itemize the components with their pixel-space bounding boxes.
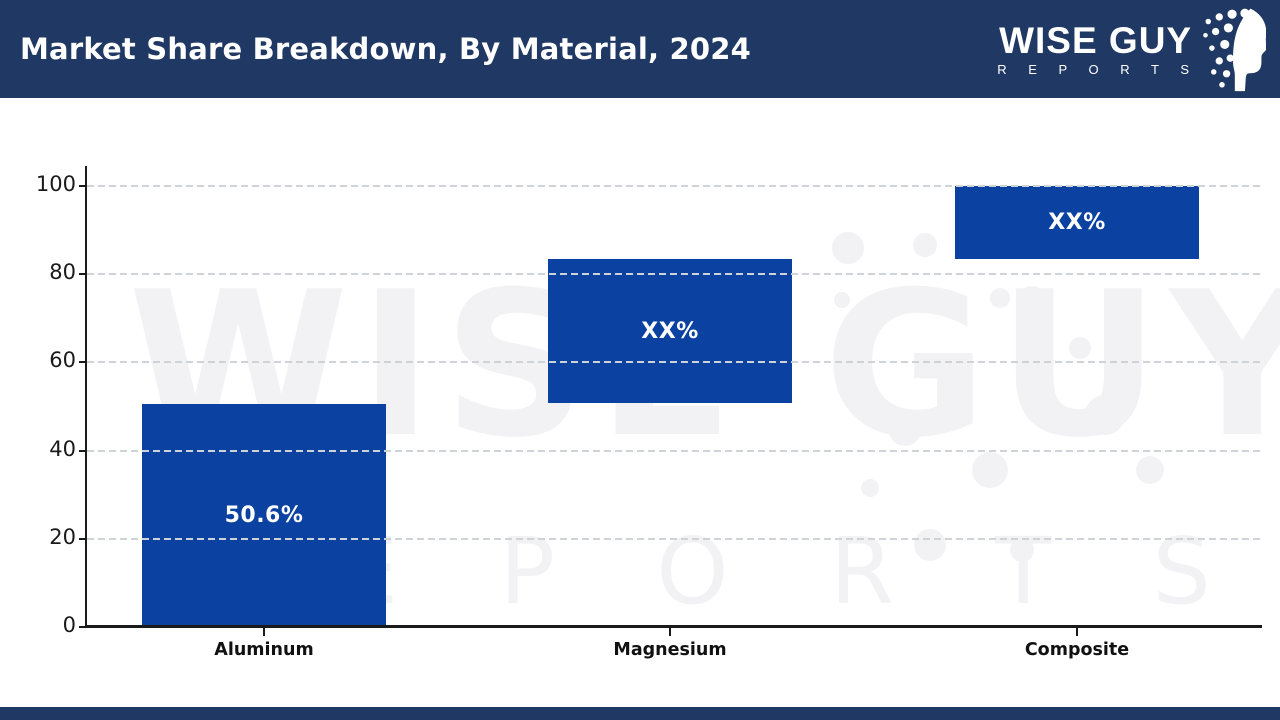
y-tick-label: 40 bbox=[49, 436, 76, 461]
watermark-dot bbox=[832, 232, 864, 264]
y-axis-line bbox=[85, 166, 87, 628]
watermark-dot bbox=[990, 288, 1010, 308]
y-tick-mark bbox=[79, 185, 87, 187]
y-tick-mark bbox=[79, 626, 87, 628]
gridline bbox=[87, 185, 1262, 187]
x-tick-mark bbox=[1076, 628, 1078, 636]
y-tick-label: 100 bbox=[35, 172, 76, 196]
watermark-dot bbox=[834, 292, 850, 308]
bar-magnesium: XX% bbox=[548, 259, 792, 404]
wiseguy-head-icon bbox=[1203, 8, 1266, 92]
watermark-dot bbox=[972, 452, 1008, 488]
gridline bbox=[87, 361, 1262, 364]
gridline bbox=[87, 449, 1262, 452]
watermark-dot bbox=[1010, 538, 1034, 562]
bar-value-label: 50.6% bbox=[224, 502, 304, 528]
y-tick-label: 60 bbox=[49, 348, 76, 373]
x-axis-label-composite: Composite bbox=[1024, 640, 1130, 660]
y-tick-mark bbox=[79, 449, 87, 452]
x-tick-mark bbox=[263, 628, 265, 636]
bar-value-label: XX% bbox=[1048, 209, 1106, 235]
watermark-dot bbox=[914, 529, 946, 561]
x-tick-mark bbox=[669, 628, 671, 636]
watermark-dot bbox=[913, 233, 937, 257]
watermark-dot bbox=[1085, 395, 1125, 435]
logo-reports-label: R E P O R T S bbox=[997, 61, 1198, 77]
y-tick-mark bbox=[79, 273, 87, 276]
watermark-dot bbox=[1018, 286, 1046, 314]
y-tick-mark bbox=[79, 537, 87, 540]
footer-bar bbox=[0, 707, 1280, 720]
bar-aluminum: 50.6% bbox=[142, 403, 386, 627]
bar-composite: XX% bbox=[955, 186, 1199, 259]
logo-wordmark: WISE GUY bbox=[999, 19, 1193, 61]
bar-value-label: XX% bbox=[641, 318, 699, 344]
header-bar: Market Share Breakdown, By Material, 202… bbox=[0, 0, 1280, 98]
chart-title: Market Share Breakdown, By Material, 202… bbox=[20, 32, 752, 66]
watermark-dot bbox=[861, 479, 879, 497]
y-tick-label: 80 bbox=[49, 260, 76, 285]
wiseguy-logo: WISE GUY R E P O R T S bbox=[993, 6, 1266, 92]
watermark-dot bbox=[1136, 456, 1164, 484]
watermark-dot bbox=[889, 414, 921, 446]
x-axis-label-aluminum: Aluminum bbox=[214, 640, 314, 660]
gridline bbox=[87, 537, 1262, 540]
watermark-dot bbox=[936, 353, 960, 377]
x-axis-label-magnesium: Magnesium bbox=[613, 640, 727, 660]
y-tick-mark bbox=[79, 361, 87, 364]
watermark-dot bbox=[1069, 337, 1091, 359]
x-axis-line bbox=[85, 625, 1262, 628]
y-tick-label: 20 bbox=[49, 524, 76, 549]
y-tick-label: 0 bbox=[62, 613, 76, 637]
gridline bbox=[87, 273, 1262, 276]
